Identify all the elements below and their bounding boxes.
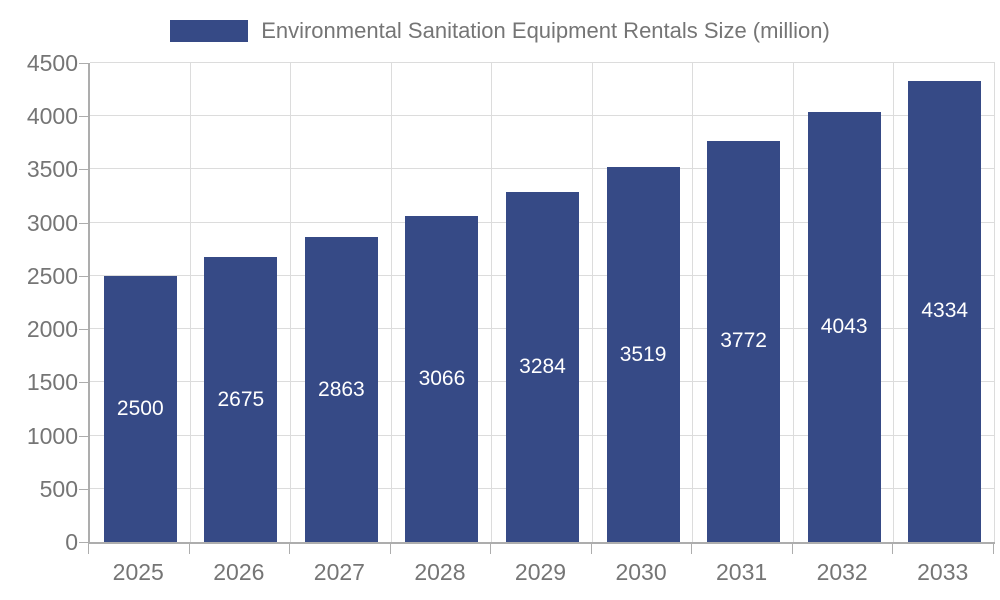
bar-value-label: 3284	[519, 355, 566, 379]
y-tick-label: 0	[65, 529, 78, 555]
x-tick-mark	[389, 544, 391, 554]
gridline-vertical	[491, 63, 493, 542]
gridline-vertical	[591, 63, 593, 542]
y-tick-mark	[79, 488, 88, 490]
gridline-vertical	[390, 63, 392, 542]
chart-legend[interactable]: Environmental Sanitation Equipment Renta…	[0, 14, 1000, 48]
bar[interactable]: 3772	[707, 140, 781, 542]
y-tick-label: 3000	[26, 209, 78, 236]
x-tick-mark	[88, 544, 89, 554]
x-tick-label: 2025	[112, 559, 164, 585]
x-tick-label: 2031	[716, 559, 768, 585]
y-tick-mark	[79, 542, 88, 543]
x-tick-mark	[590, 544, 592, 554]
y-tick-mark	[79, 329, 88, 331]
gridline-vertical	[189, 63, 191, 542]
bar[interactable]: 2500	[103, 275, 177, 542]
legend-swatch	[170, 20, 249, 42]
bar[interactable]: 2863	[304, 237, 378, 542]
gridline-vertical	[994, 63, 995, 542]
gridline-horizontal	[90, 62, 995, 63]
x-tick-mark	[691, 544, 693, 554]
y-tick-label: 2500	[26, 262, 78, 289]
y-tick-mark	[79, 275, 88, 277]
gridline-horizontal	[90, 168, 995, 170]
x-tick-mark	[791, 544, 793, 554]
x-tick-mark	[289, 544, 291, 554]
gridline-vertical	[692, 63, 694, 542]
y-tick-mark	[79, 63, 88, 64]
x-tick-label: 2029	[514, 559, 567, 585]
gridline-vertical	[792, 63, 794, 542]
x-tick-mark	[490, 544, 492, 554]
y-tick-mark	[79, 222, 88, 224]
x-tick-label: 2032	[816, 559, 868, 585]
gridline-vertical	[893, 63, 895, 542]
bar-value-label: 4043	[820, 314, 868, 338]
bar-value-label: 4334	[921, 299, 969, 323]
y-tick-mark	[79, 116, 88, 118]
x-tick-label: 2028	[414, 559, 466, 585]
gridline-vertical	[290, 63, 292, 542]
y-tick-label: 3500	[26, 156, 78, 183]
y-tick-mark	[79, 382, 88, 384]
bar-value-label: 2500	[116, 396, 164, 420]
x-tick-mark	[892, 544, 894, 554]
bar[interactable]: 3284	[506, 192, 579, 542]
x-tick-label: 2033	[917, 559, 969, 585]
bar[interactable]: 3519	[606, 167, 680, 542]
x-tick-mark	[993, 544, 994, 554]
x-tick-label: 2026	[213, 559, 265, 585]
bar-value-label: 3066	[418, 366, 466, 390]
y-tick-label: 1500	[26, 369, 78, 396]
bar[interactable]: 3066	[405, 215, 479, 542]
y-tick-label: 4000	[26, 103, 78, 130]
chart-title: Environmental Sanitation Equipment Renta…	[261, 18, 830, 43]
bar[interactable]: 2675	[204, 257, 278, 542]
bar-value-label: 2863	[318, 377, 365, 401]
y-tick-mark	[79, 435, 88, 437]
bar[interactable]: 4334	[908, 80, 982, 542]
y-tick-label: 500	[39, 475, 78, 502]
y-tick-label: 2000	[26, 316, 78, 343]
bar-value-label: 3519	[619, 342, 667, 366]
bar[interactable]: 4043	[807, 111, 881, 542]
bar-value-label: 3772	[720, 329, 767, 353]
bar-value-label: 2675	[217, 387, 265, 411]
x-tick-label: 2027	[313, 559, 365, 585]
y-tick-label: 4500	[26, 50, 78, 76]
y-tick-mark	[79, 169, 88, 171]
gridline-horizontal	[90, 115, 995, 117]
plot-area: 2500 2675 2863 3066 3284 3519 3772 4043 4334	[88, 62, 995, 544]
x-tick-label: 2030	[615, 559, 667, 585]
x-tick-mark	[188, 544, 190, 554]
y-tick-label: 1000	[26, 422, 78, 449]
